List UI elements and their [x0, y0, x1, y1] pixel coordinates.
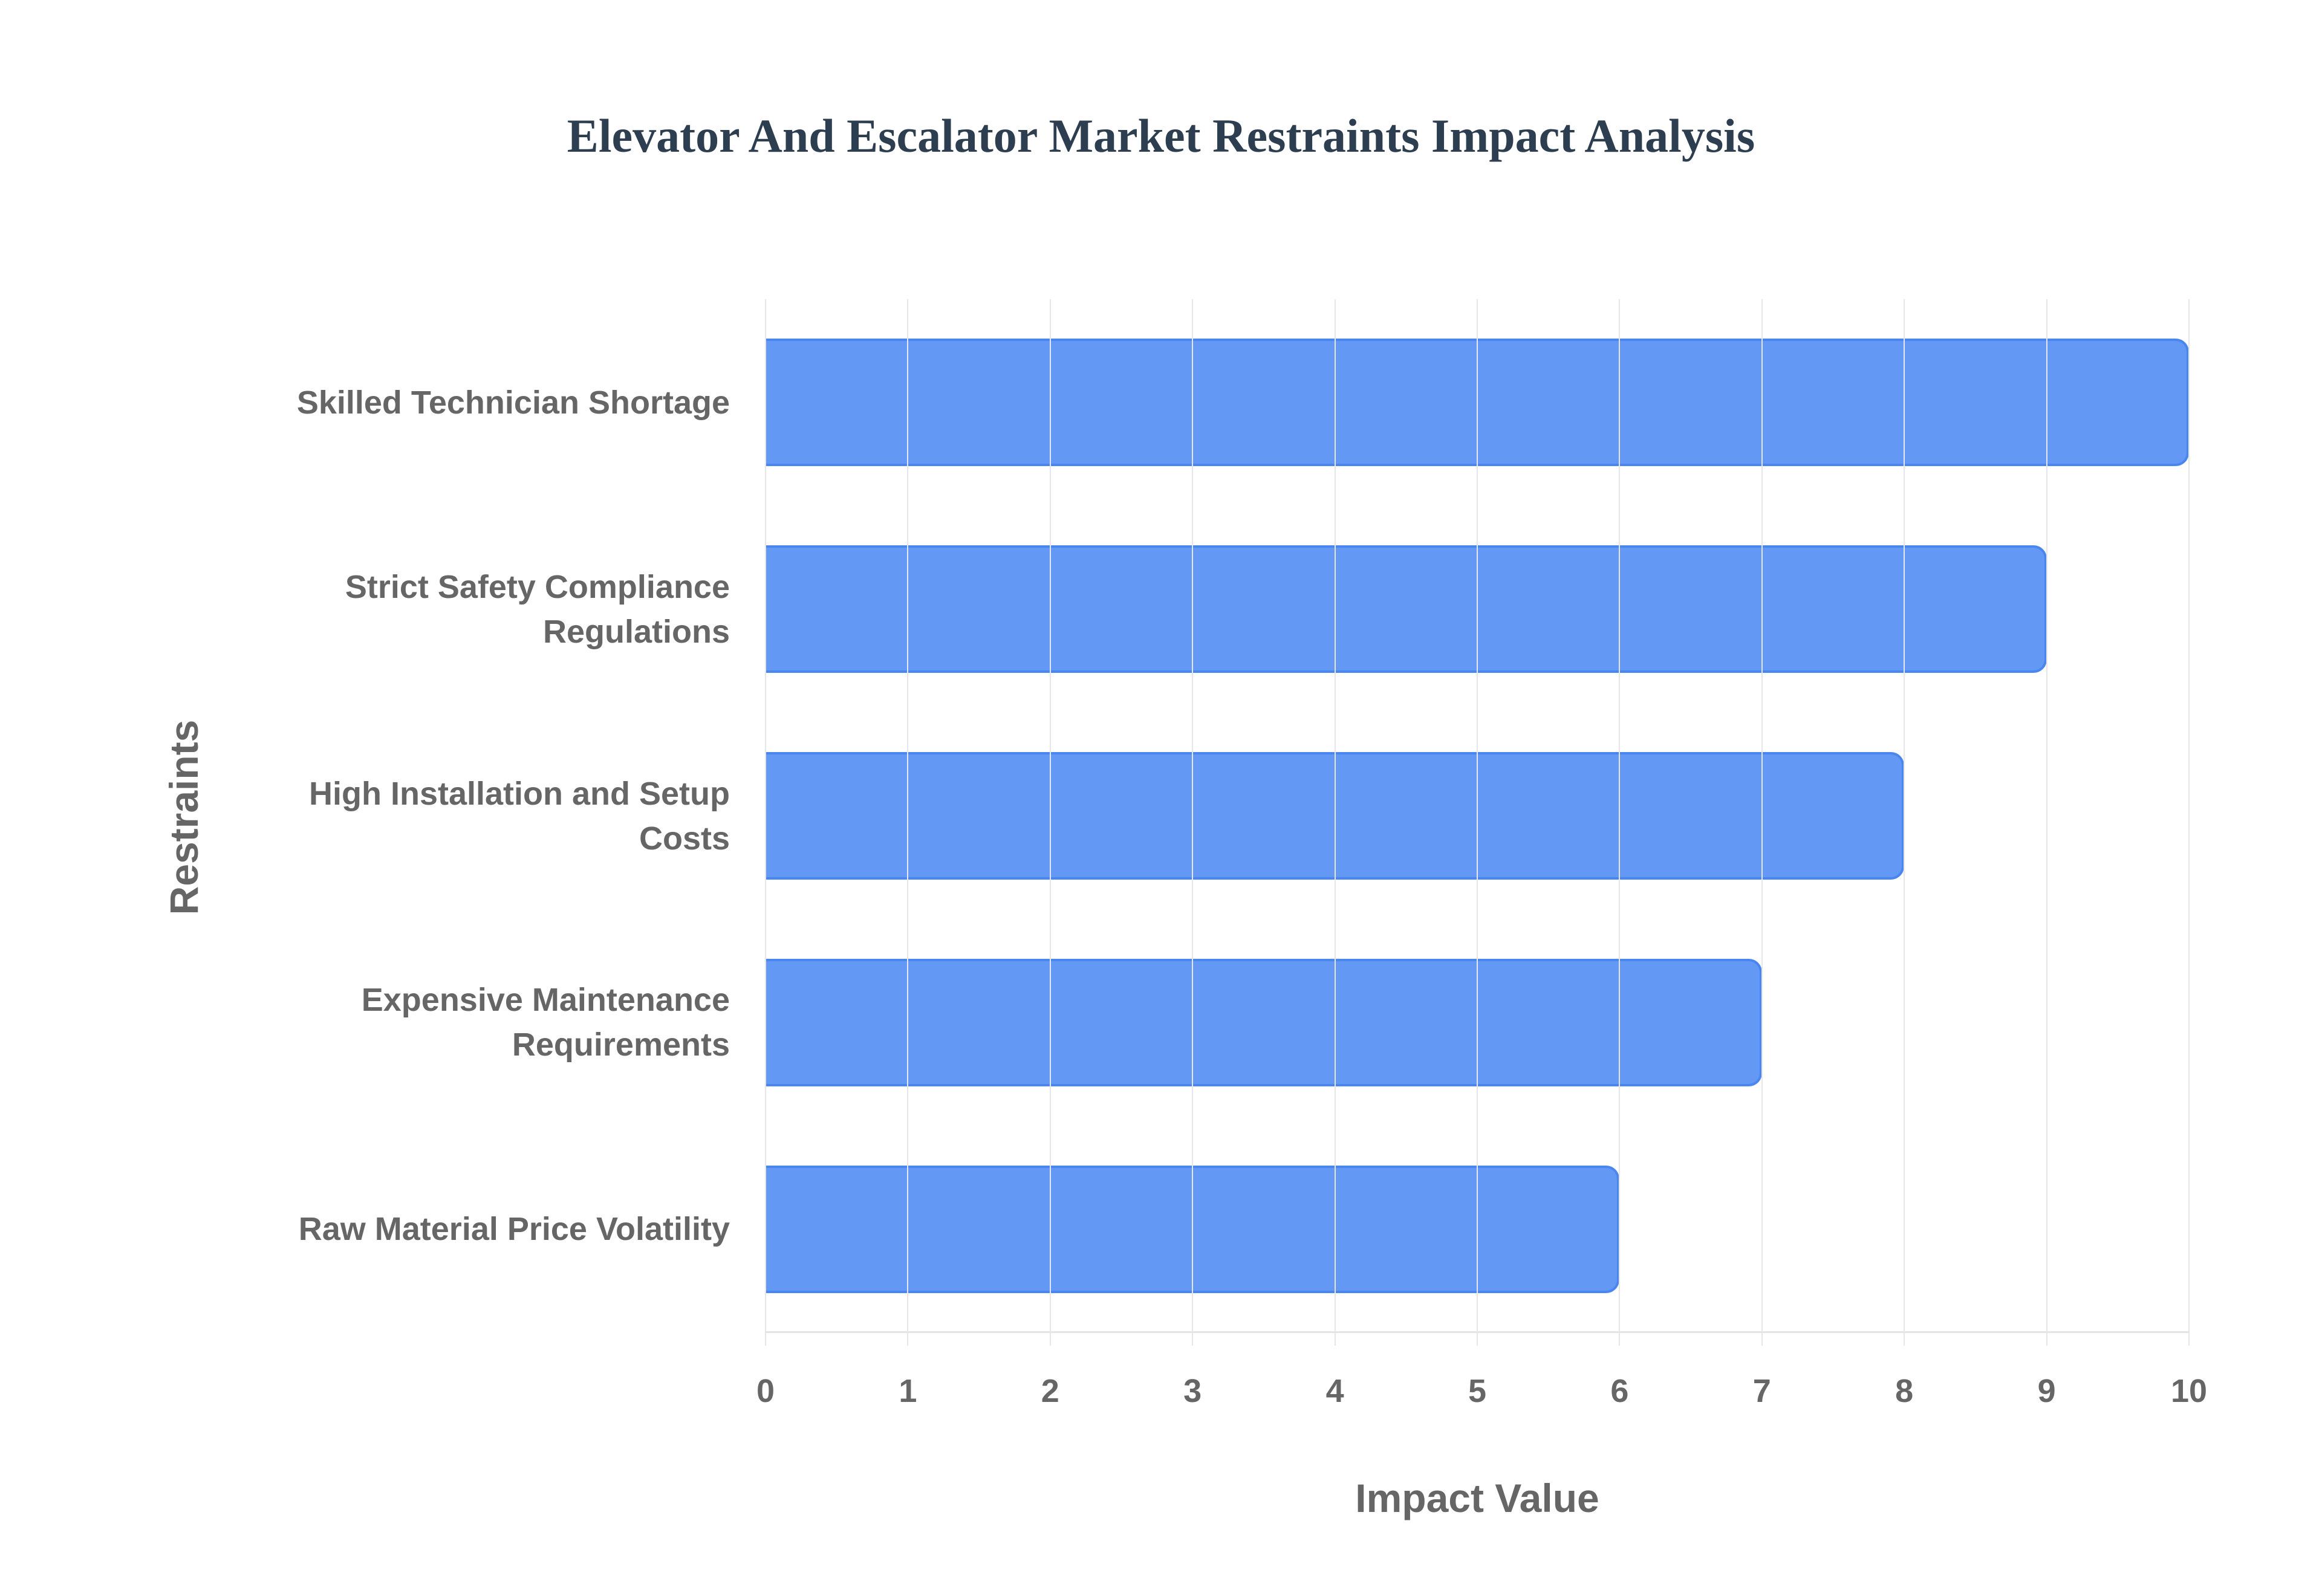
y-category-label: Strict Safety Compliance Regulations — [186, 565, 730, 654]
x-axis-title: Impact Value — [1355, 1476, 1599, 1520]
y-category-label-line: Requirements — [512, 1027, 730, 1063]
x-tick-label: 1 — [899, 1373, 917, 1409]
gridline — [1049, 299, 1051, 1332]
tick-mark — [765, 1332, 766, 1346]
gridline — [1619, 299, 1621, 1332]
bar[interactable] — [766, 545, 2047, 673]
y-category-label-line: Skilled Technician Shortage — [296, 384, 730, 421]
y-category-label-line: Strict Safety Compliance — [345, 568, 730, 605]
gridline — [1904, 299, 1905, 1332]
tick-mark — [2046, 1332, 2047, 1346]
gridline — [1477, 299, 1478, 1332]
bar[interactable] — [766, 958, 1762, 1086]
gridline — [1334, 299, 1336, 1332]
tick-mark — [907, 1332, 909, 1346]
tick-mark — [1049, 1332, 1051, 1346]
y-category-label: Skilled Technician Shortage — [186, 380, 730, 425]
tick-mark — [1904, 1332, 1905, 1346]
y-category-label-line: Costs — [639, 820, 730, 857]
y-category-label: High Installation and Setup Costs — [186, 771, 730, 861]
plot-area — [765, 299, 2190, 1346]
y-category-label-line: Regulations — [542, 613, 730, 650]
x-tick-label: 5 — [1468, 1373, 1487, 1409]
y-category-label: Expensive Maintenance Requirements — [186, 978, 730, 1067]
x-tick-label: 8 — [1895, 1373, 1914, 1409]
x-tick-label: 3 — [1183, 1373, 1202, 1409]
y-category-label-line: Raw Material Price Volatility — [298, 1211, 730, 1248]
gridline — [1761, 299, 1763, 1332]
x-tick-label: 6 — [1610, 1373, 1629, 1409]
tick-mark — [1192, 1332, 1194, 1346]
tick-mark — [1477, 1332, 1478, 1346]
x-tick-label: 2 — [1041, 1373, 1059, 1409]
tick-mark — [1334, 1332, 1336, 1346]
gridline — [2188, 299, 2190, 1332]
x-tick-label: 7 — [1752, 1373, 1771, 1409]
y-category-label-line: Expensive Maintenance — [361, 982, 730, 1019]
x-tick-label: 4 — [1325, 1373, 1344, 1409]
x-tick-label: 9 — [2037, 1373, 2056, 1409]
gridline — [1192, 299, 1194, 1332]
x-tick-label: 0 — [756, 1373, 775, 1409]
gridline — [2046, 299, 2047, 1332]
gridline — [907, 299, 909, 1332]
y-category-label: Raw Material Price Volatility — [186, 1207, 730, 1251]
chart-title: Elevator And Escalator Market Restraints… — [567, 109, 1755, 162]
tick-mark — [2188, 1332, 2190, 1346]
gridline — [765, 299, 766, 1332]
x-tick-label: 10 — [2170, 1373, 2208, 1409]
tick-mark — [1619, 1332, 1621, 1346]
tick-mark — [1761, 1332, 1763, 1346]
y-category-label-line: High Installation and Setup — [308, 775, 730, 812]
